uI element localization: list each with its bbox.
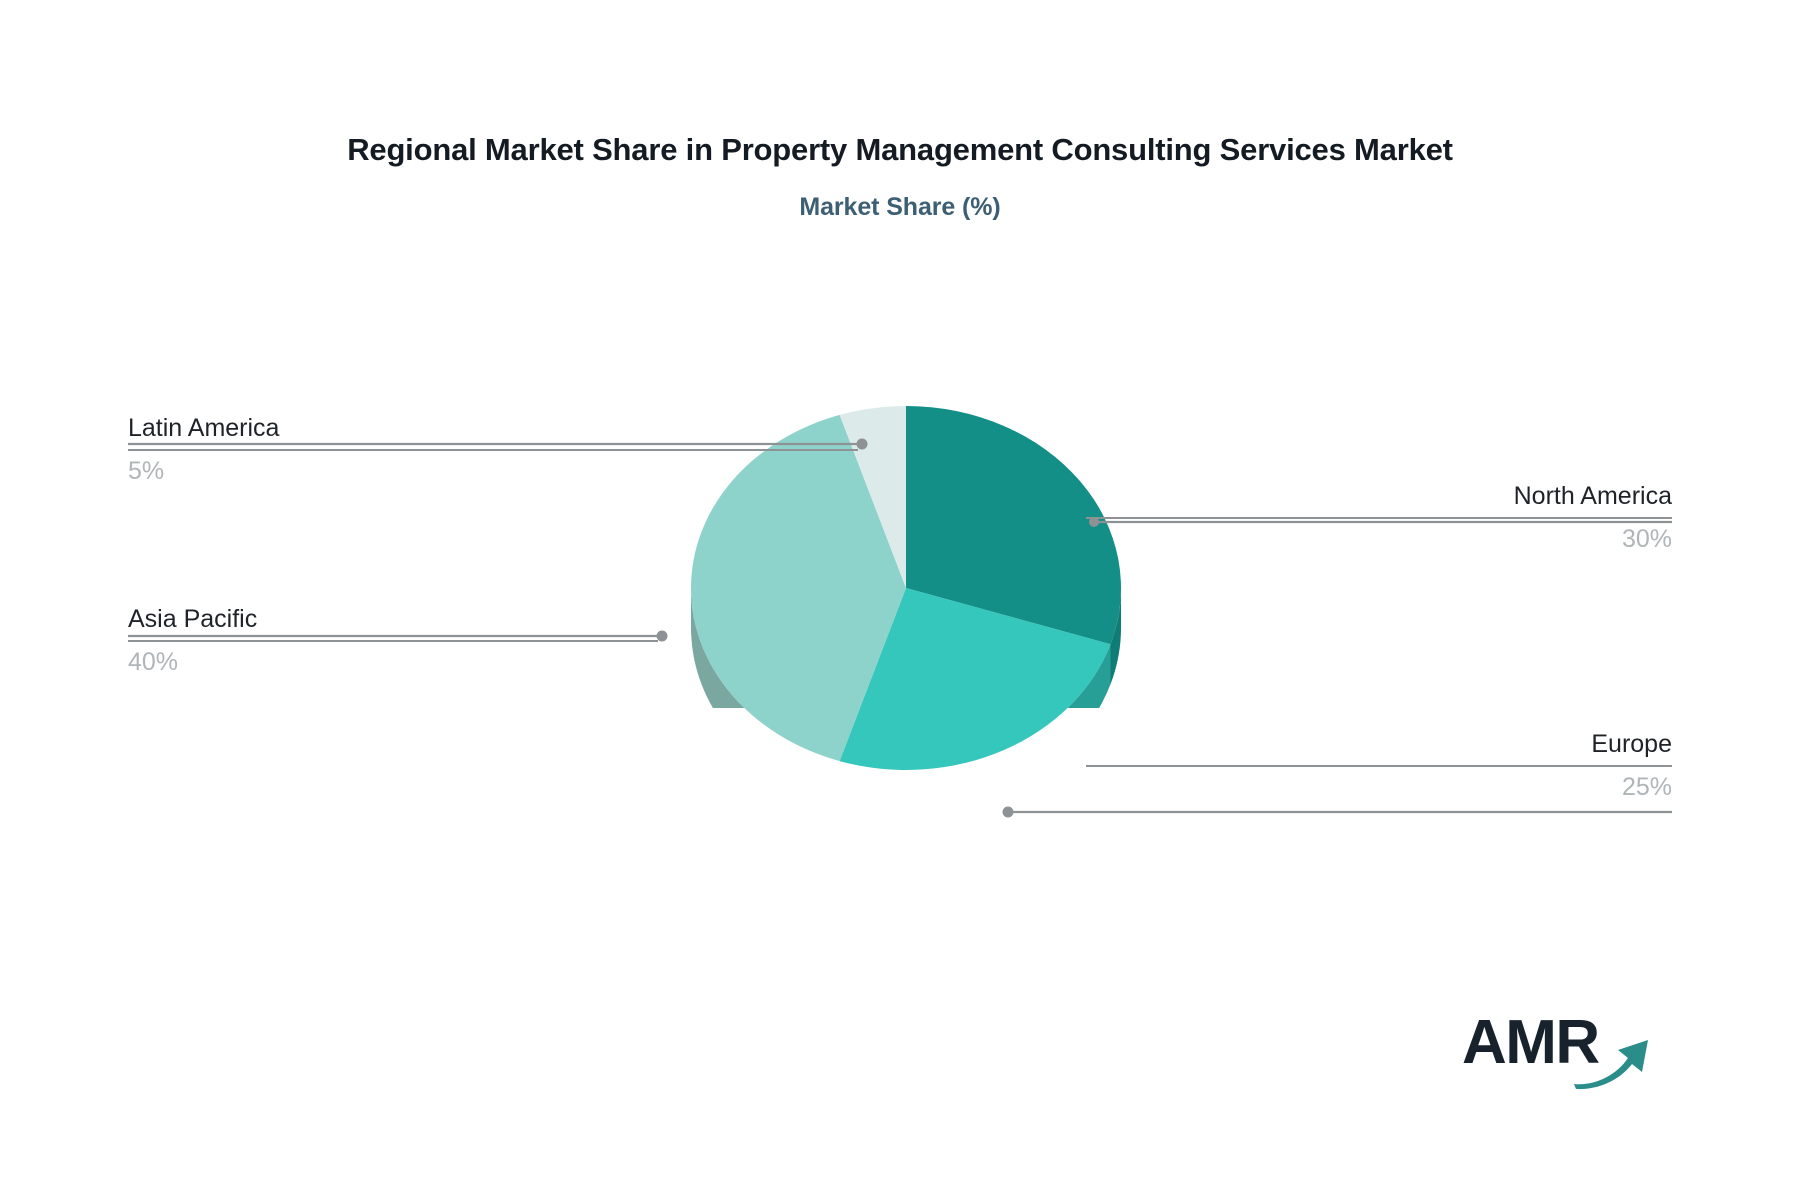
pie-slice-latin-america[interactable] — [839, 406, 906, 588]
leader-dot-asia-pacific — [656, 630, 668, 642]
callout-label-north-america: North America — [1513, 482, 1672, 510]
callout-value-europe: 25% — [1621, 773, 1672, 801]
callout-rule-europe — [1086, 765, 1672, 767]
page-title: Regional Market Share in Property Manage… — [347, 132, 1453, 167]
pie-side-europe — [1067, 644, 1111, 708]
callout-asia-pacific[interactable]: Asia Pacific 40% — [128, 604, 658, 677]
callout-latin-america[interactable]: Latin America 5% — [128, 413, 858, 486]
pie-side-asia-pacific — [691, 588, 745, 708]
callout-north-america[interactable]: North America 30% — [1086, 481, 1672, 554]
pie-slice-europe[interactable] — [839, 588, 1111, 770]
pie-depth-group — [691, 588, 1121, 708]
pie-slices-group — [691, 405, 1122, 770]
callout-value-latin-america: 5% — [128, 457, 165, 485]
pie-slice-asia-pacific[interactable] — [691, 414, 906, 762]
chart-subtitle: Market Share (%) — [799, 193, 1001, 221]
callout-value-north-america: 30% — [1621, 525, 1672, 553]
callout-label-latin-america: Latin America — [128, 414, 280, 442]
callout-europe[interactable]: Europe 25% — [1086, 729, 1672, 802]
callout-rule-north-america — [1086, 517, 1672, 519]
callout-label-asia-pacific: Asia Pacific — [128, 605, 258, 633]
growth-arrow-icon — [1574, 1040, 1648, 1090]
callout-value-asia-pacific: 40% — [128, 648, 179, 676]
leader-dot-europe — [1002, 806, 1014, 818]
callout-label-europe: Europe — [1591, 730, 1672, 758]
callout-rule-latin-america — [128, 449, 858, 451]
leader-dot-latin-america — [856, 438, 868, 450]
callout-rule-asia-pacific — [128, 640, 658, 642]
leader-dot-north-america — [1089, 517, 1099, 527]
amr-logo-text: AMR — [1462, 1008, 1600, 1077]
pie-slice-north-america[interactable] — [906, 405, 1122, 645]
amr-logo: AMR — [1462, 1010, 1652, 1090]
leader-lines-group — [128, 438, 1672, 818]
pie-side-north-america — [1110, 588, 1121, 685]
